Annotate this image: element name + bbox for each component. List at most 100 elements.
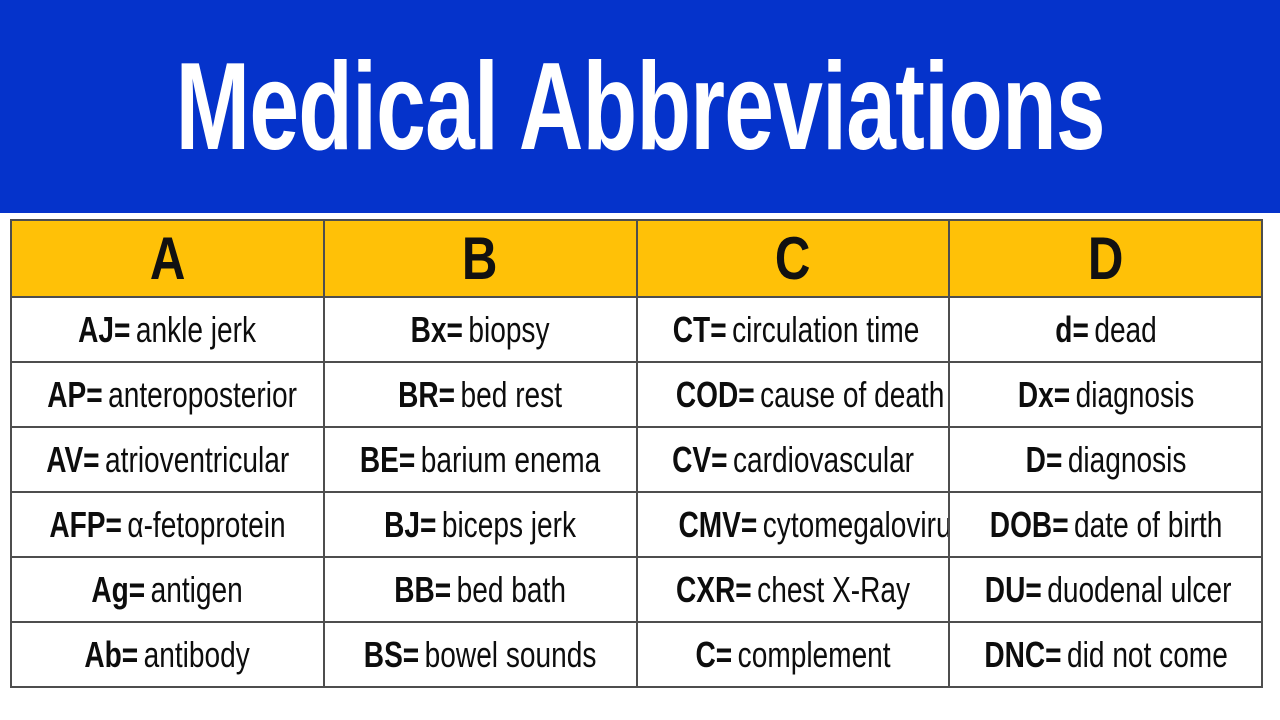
definition: cytomegalovirus <box>762 503 950 545</box>
table-row: Ag= antigen BB= bed bath CXR= chest X-Ray DU= d… <box>10 556 1263 623</box>
page-title: Medical Abbreviations <box>175 37 1105 176</box>
abbreviation-cell: BJ= biceps jerk <box>322 491 638 558</box>
abbreviation-cell: AJ= ankle jerk <box>10 296 325 363</box>
definition: α-fetoprotein <box>127 503 286 545</box>
table-row: AJ= ankle jerk Bx= biopsy CT= circulation tim… <box>10 296 1263 363</box>
abbreviation: COD= <box>675 373 755 415</box>
abbreviation: BS= <box>363 633 420 675</box>
definition: circulation time <box>731 308 919 350</box>
abbreviation-cell: BR= bed rest <box>322 361 638 428</box>
cell-text: AV= atrioventricular <box>46 439 289 481</box>
abbreviation-cell: AFP= α-fetoprotein <box>10 491 325 558</box>
cell-text: DNC= did not come <box>985 634 1228 676</box>
abbreviation-cell: AP= anteroposterior <box>10 361 325 428</box>
abbreviation-cell: BB= bed bath <box>322 556 638 623</box>
column-header-label: B <box>462 225 498 292</box>
abbreviation: AV= <box>46 438 100 480</box>
column-header-b: B <box>322 219 638 298</box>
abbreviation-cell: CXR= chest X-Ray <box>635 556 951 623</box>
cell-text: DOB= date of birth <box>989 504 1222 546</box>
abbreviation: d= <box>1054 308 1089 350</box>
definition: barium enema <box>420 438 601 480</box>
definition: diagnosis <box>1067 438 1187 480</box>
abbreviation: Bx= <box>410 308 463 350</box>
abbreviation: DOB= <box>989 503 1069 545</box>
abbreviation-cell: COD= cause of death <box>635 361 951 428</box>
cell-text: COD= cause of death <box>675 374 943 416</box>
abbreviation: C= <box>695 633 733 675</box>
cell-text: Ag= antigen <box>92 569 243 611</box>
definition: chest X-Ray <box>756 568 910 610</box>
cell-text: AP= anteroposterior <box>47 374 297 416</box>
abbreviation: DNC= <box>984 633 1062 675</box>
definition: atrioventricular <box>105 438 290 480</box>
abbreviation-cell: BS= bowel sounds <box>322 621 638 688</box>
cell-text: C= complement <box>695 634 890 676</box>
cell-text: BS= bowel sounds <box>364 634 597 676</box>
abbreviation: BE= <box>359 438 416 480</box>
abbreviation-cell: AV= atrioventricular <box>10 426 325 493</box>
abbreviation: DU= <box>985 568 1042 610</box>
column-header-label: C <box>775 225 811 292</box>
cell-text: BJ= biceps jerk <box>384 504 576 546</box>
abbreviation: AJ= <box>78 308 131 350</box>
abbreviation-cell: BE= barium enema <box>322 426 638 493</box>
abbreviation-cell: C= complement <box>635 621 951 688</box>
cell-text: CT= circulation time <box>672 309 919 351</box>
abbreviation: CT= <box>672 308 727 350</box>
cell-text: AJ= ankle jerk <box>78 309 256 351</box>
cell-text: BE= barium enema <box>360 439 600 481</box>
definition: biceps jerk <box>441 503 577 545</box>
abbreviations-table: A B C D AJ= ankle jerk Bx= biopsy CT= circulatio… <box>10 219 1263 688</box>
abbreviation-cell: CMV= cytomegalovirus <box>635 491 951 558</box>
abbreviation-cell: DU= duodenal ulcer <box>948 556 1263 623</box>
column-header-d: D <box>948 219 1263 298</box>
definition: did not come <box>1067 633 1229 675</box>
abbreviation-cell: CV= cardiovascular <box>635 426 951 493</box>
header-row: A B C D <box>10 219 1263 298</box>
definition: cause of death <box>759 373 944 415</box>
definition: complement <box>737 633 891 675</box>
abbreviation-cell: d= dead <box>948 296 1263 363</box>
abbreviation-cell: Ab= antibody <box>10 621 325 688</box>
table-row: AP= anteroposterior BR= bed rest COD= cause o… <box>10 361 1263 428</box>
abbreviation-cell: Dx= diagnosis <box>948 361 1263 428</box>
abbreviation-cell: DOB= date of birth <box>948 491 1263 558</box>
abbreviation: BR= <box>398 373 456 415</box>
cell-text: AFP= α-fetoprotein <box>49 504 285 546</box>
column-header-c: C <box>635 219 951 298</box>
definition: ankle jerk <box>136 308 257 350</box>
cell-text: CV= cardiovascular <box>672 439 914 481</box>
abbreviation: BJ= <box>384 503 437 545</box>
definition: biopsy <box>468 308 550 350</box>
table-row: Ab= antibody BS= bowel sounds C= complement DN… <box>10 621 1263 688</box>
title-banner: Medical Abbreviations <box>0 0 1280 213</box>
definition: duodenal ulcer <box>1047 568 1232 610</box>
cell-text: BR= bed rest <box>398 374 562 416</box>
cell-text: BB= bed bath <box>394 569 566 611</box>
abbreviation: Ab= <box>84 633 139 675</box>
cell-text: Dx= diagnosis <box>1017 374 1193 416</box>
table-row: AFP= α-fetoprotein BJ= biceps jerk CMV= cytom… <box>10 491 1263 558</box>
definition: bed bath <box>456 568 566 610</box>
abbreviation: D= <box>1025 438 1062 480</box>
column-header-label: D <box>1087 225 1124 292</box>
cell-text: CXR= chest X-Ray <box>676 569 910 611</box>
abbreviation: AP= <box>47 373 103 415</box>
abbreviation: CMV= <box>677 503 757 545</box>
abbreviation-cell: Ag= antigen <box>10 556 325 623</box>
abbreviation: CXR= <box>675 568 752 610</box>
definition: bed rest <box>460 373 563 415</box>
abbreviation-cell: D= diagnosis <box>948 426 1263 493</box>
definition: dead <box>1093 308 1157 350</box>
abbreviation: Dx= <box>1017 373 1070 415</box>
definition: bowel sounds <box>424 633 597 675</box>
column-header-label: A <box>149 225 186 292</box>
cell-text: DU= duodenal ulcer <box>985 569 1232 611</box>
abbreviation: Ag= <box>91 568 146 610</box>
cell-text: d= dead <box>1055 309 1156 351</box>
cell-text: CMV= cytomegalovirus <box>677 503 950 546</box>
abbreviation: BB= <box>394 568 452 610</box>
abbreviation: AFP= <box>49 503 122 545</box>
definition: antibody <box>143 633 251 675</box>
